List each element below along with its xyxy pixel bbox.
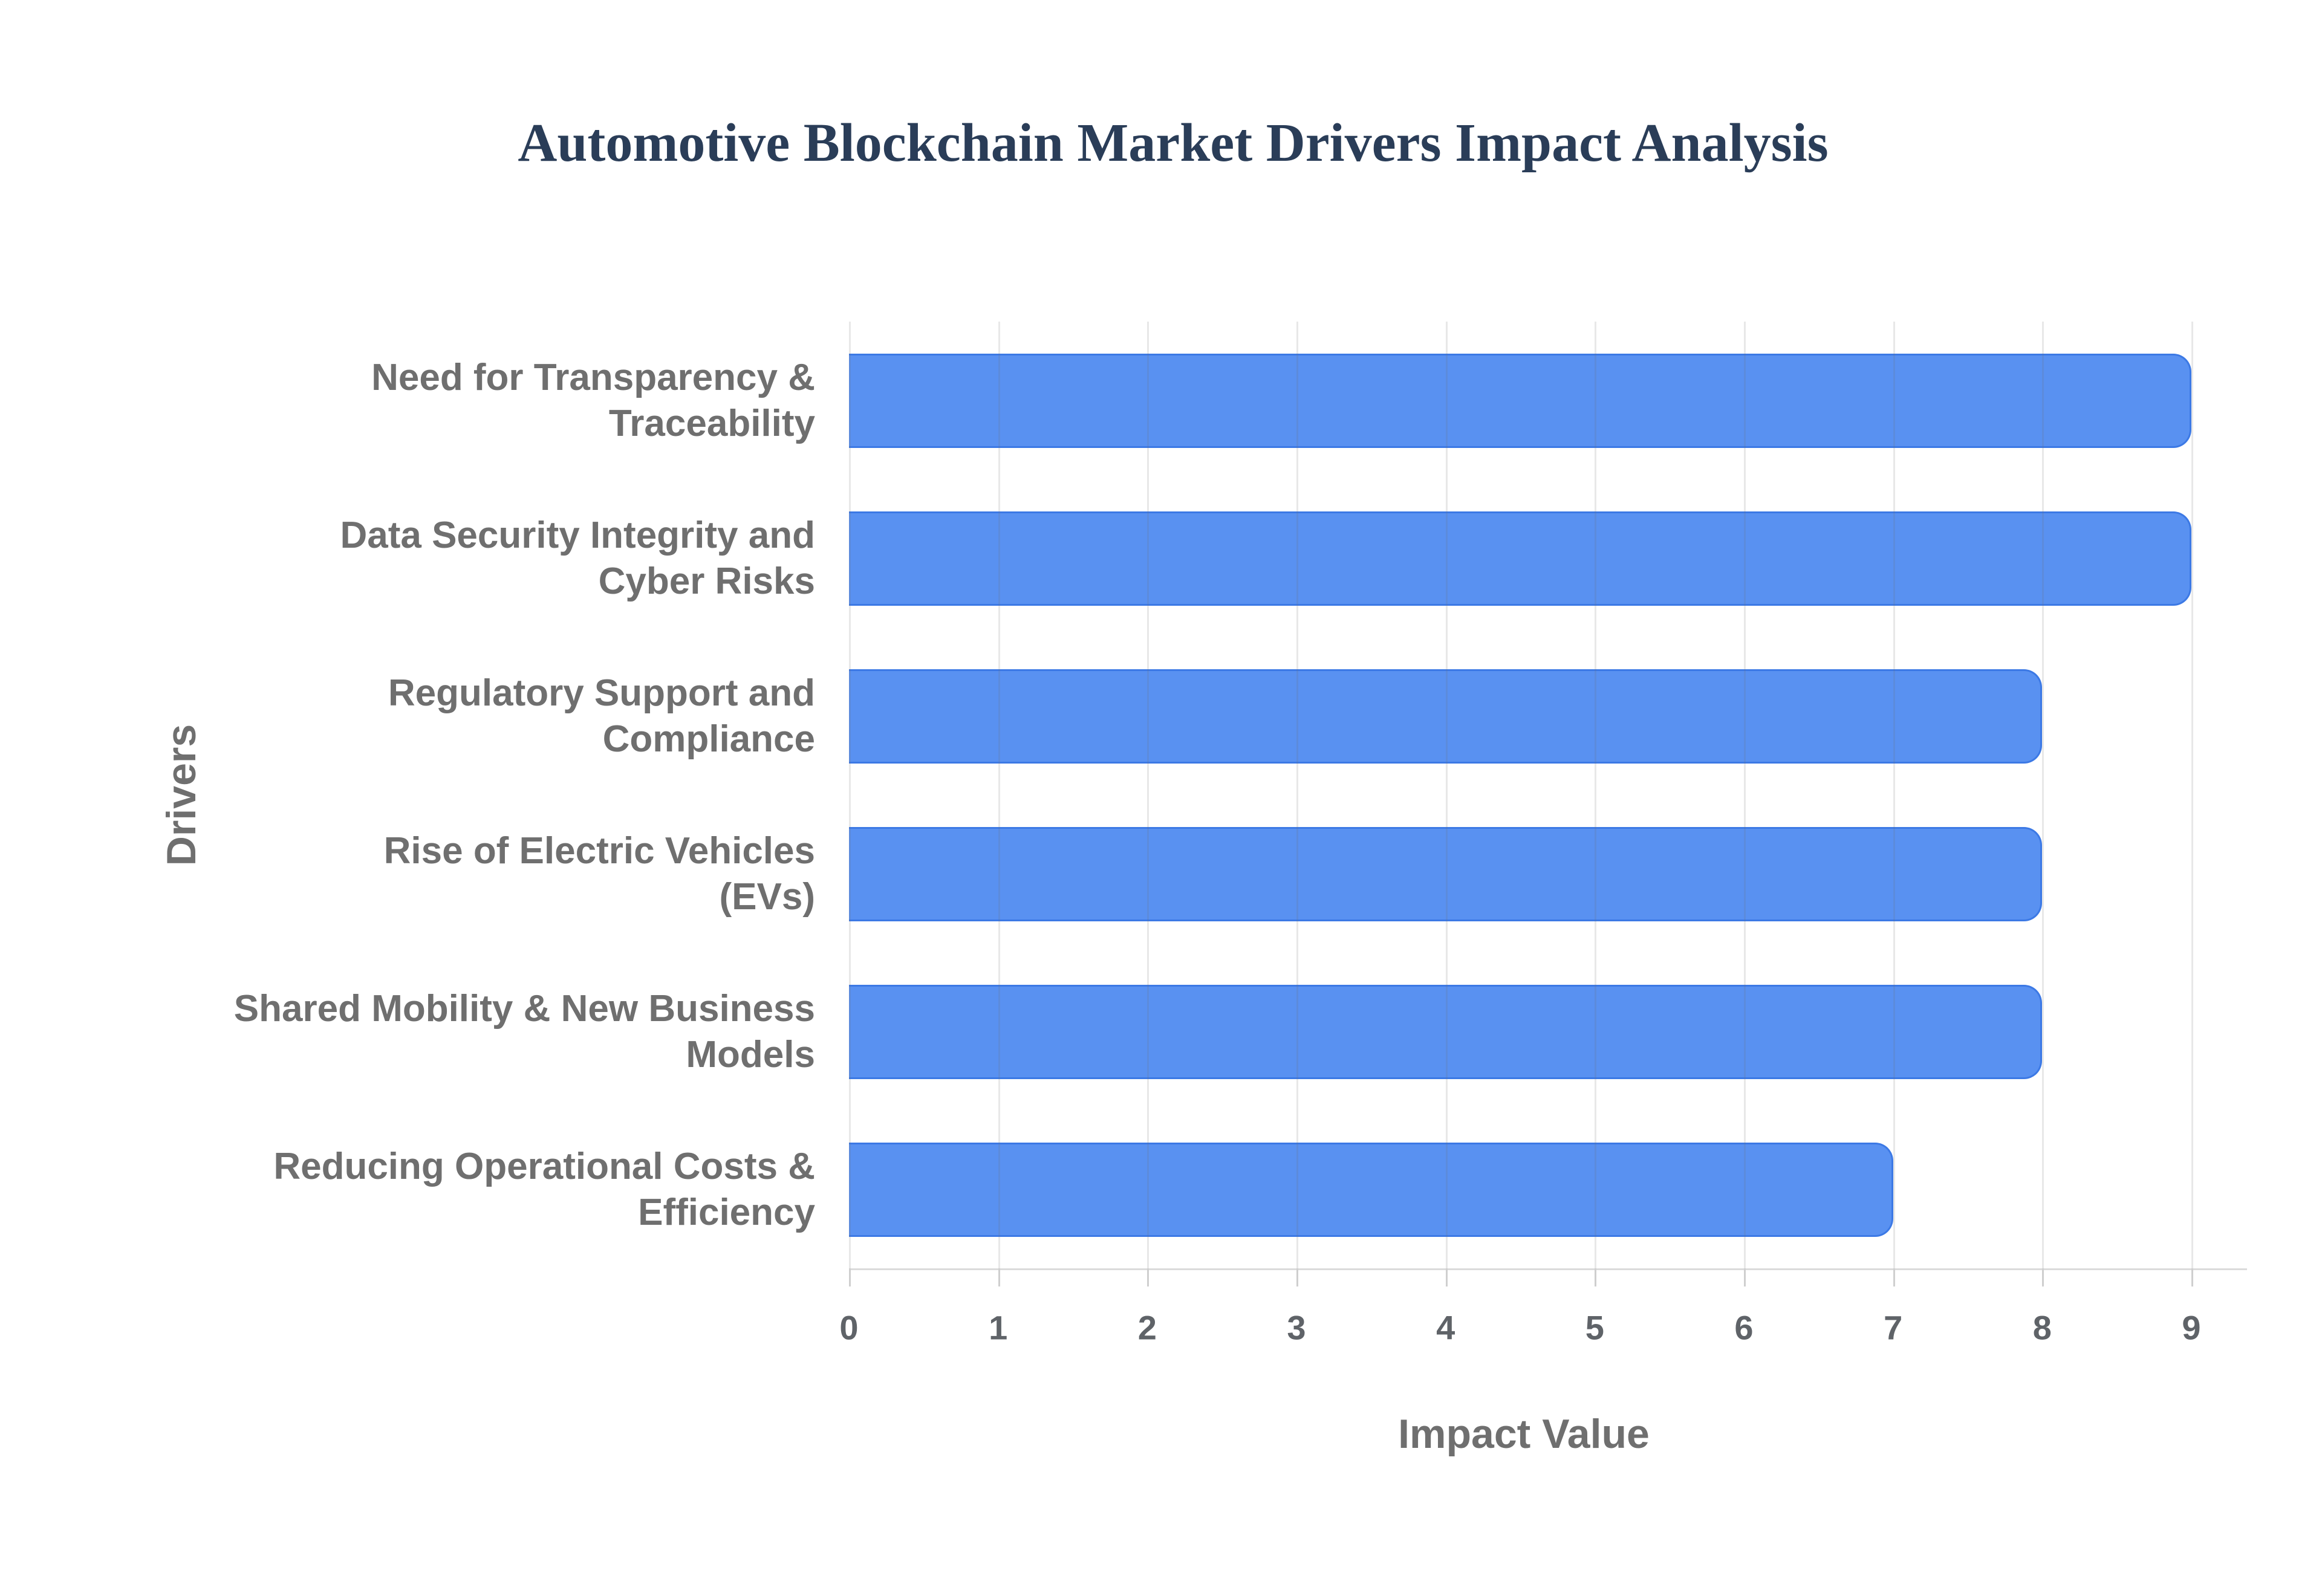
gridline-x-9 xyxy=(2191,322,2193,1268)
x-tick-mark-1 xyxy=(998,1268,1000,1286)
bar-2 xyxy=(849,511,2191,606)
chart-title: Automotive Blockchain Market Drivers Imp… xyxy=(518,113,1829,173)
x-axis-line xyxy=(849,1268,2247,1270)
category-label-2: Data Security Integrity and Cyber Risks xyxy=(340,514,815,602)
gridline-x-5 xyxy=(1595,322,1597,1268)
x-tick-mark-2 xyxy=(1147,1268,1150,1286)
x-tick-label-5: 5 xyxy=(1585,1308,1604,1347)
x-tick-mark-3 xyxy=(1296,1268,1298,1286)
bar-5 xyxy=(849,984,2043,1079)
gridline-x-0 xyxy=(849,322,851,1268)
category-label-6: Reducing Operational Costs & Efficiency xyxy=(273,1145,815,1233)
x-tick-label-0: 0 xyxy=(839,1308,859,1347)
category-label-4: Rise of Electric Vehicles (EVs) xyxy=(383,829,815,918)
y-axis-title: Drivers xyxy=(158,724,204,866)
x-axis-title: Impact Value xyxy=(1398,1411,1650,1457)
x-tick-label-3: 3 xyxy=(1287,1308,1306,1347)
category-label-1: Need for Transparency & Traceability xyxy=(371,356,815,444)
x-tick-mark-7 xyxy=(1893,1268,1895,1286)
plot-area xyxy=(849,322,2193,1268)
x-tick-mark-4 xyxy=(1445,1268,1448,1286)
gridline-x-2 xyxy=(1147,322,1150,1268)
x-tick-mark-9 xyxy=(2191,1268,2193,1286)
gridline-x-8 xyxy=(2042,322,2044,1268)
gridline-x-3 xyxy=(1296,322,1298,1268)
bar-6 xyxy=(849,1142,1893,1237)
x-tick-mark-8 xyxy=(2042,1268,2044,1286)
x-tick-label-6: 6 xyxy=(1734,1308,1754,1347)
gridline-x-7 xyxy=(1893,322,1895,1268)
x-tick-label-1: 1 xyxy=(989,1308,1008,1347)
category-label-5: Shared Mobility & New Business Models xyxy=(233,987,815,1075)
bar-4 xyxy=(849,826,2043,921)
bar-1 xyxy=(849,353,2191,448)
gridline-x-1 xyxy=(998,322,1000,1268)
x-tick-label-8: 8 xyxy=(2032,1308,2052,1347)
x-tick-label-2: 2 xyxy=(1137,1308,1157,1347)
bar-3 xyxy=(849,669,2043,764)
gridline-x-4 xyxy=(1445,322,1448,1268)
gridline-x-6 xyxy=(1744,322,1746,1268)
category-label-3: Regulatory Support and Compliance xyxy=(388,672,815,760)
x-tick-mark-6 xyxy=(1744,1268,1746,1286)
x-tick-label-9: 9 xyxy=(2182,1308,2201,1347)
x-tick-label-4: 4 xyxy=(1436,1308,1455,1347)
x-tick-label-7: 7 xyxy=(1884,1308,1903,1347)
x-tick-mark-5 xyxy=(1595,1268,1597,1286)
x-tick-mark-0 xyxy=(849,1268,851,1286)
